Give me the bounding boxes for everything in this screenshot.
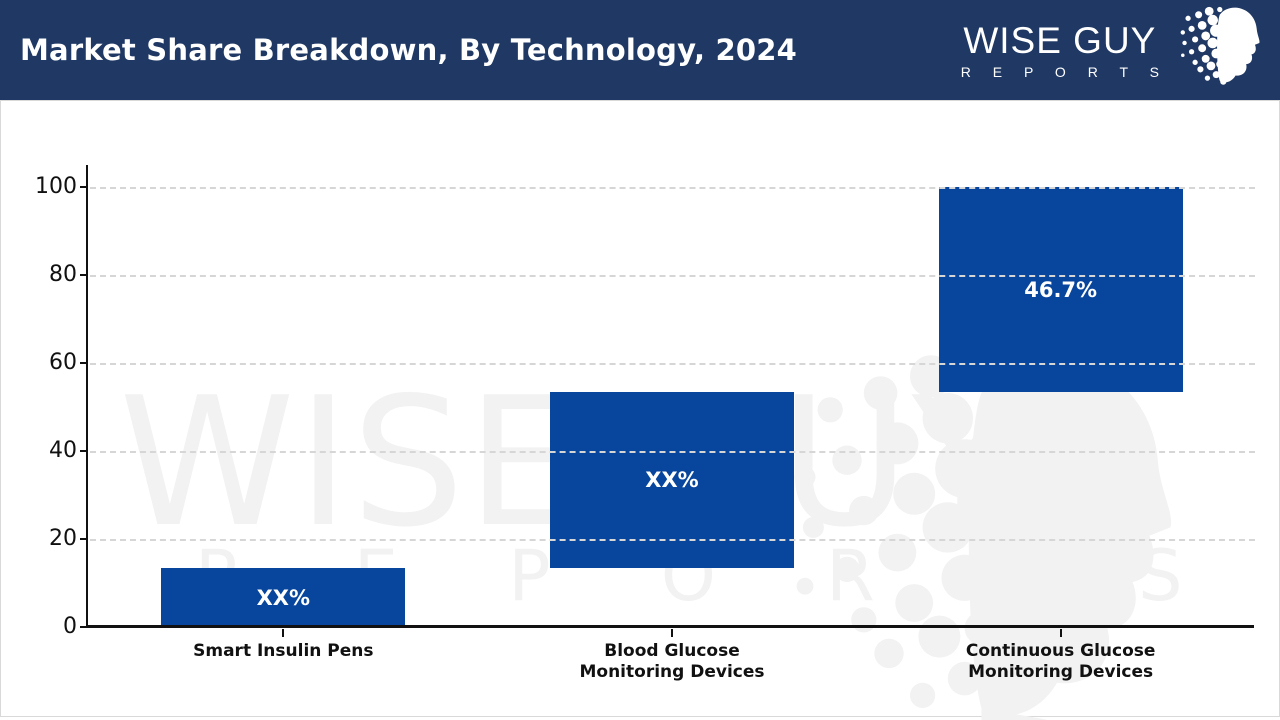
gridline — [90, 539, 1255, 541]
logo-wordmark: WISE GUY — [963, 19, 1157, 61]
category-label-line: Smart Insulin Pens — [193, 641, 374, 661]
x-tick — [671, 629, 673, 637]
category-label-line: Continuous Glucose — [965, 641, 1156, 661]
gridline — [90, 187, 1255, 189]
y-tick — [80, 450, 88, 452]
bar-segment — [161, 568, 406, 627]
category-label: Blood Glucose Monitoring Devices — [512, 641, 832, 683]
wiseguy-logo: WISE GUY R E P O R T S — [952, 6, 1266, 94]
y-tick-label: 0 — [63, 614, 77, 639]
gridline — [90, 363, 1255, 365]
page-title: Market Share Breakdown, By Technology, 2… — [20, 33, 798, 67]
x-tick — [1059, 629, 1062, 637]
category-label-line: Blood Glucose — [604, 641, 740, 661]
y-tick-label: 60 — [49, 350, 77, 375]
y-tick — [80, 538, 88, 540]
wiseguy-face-icon — [1180, 6, 1260, 85]
y-tick-label: 100 — [35, 174, 77, 199]
category-label-line: Monitoring Devices — [579, 662, 765, 682]
gridline — [90, 451, 1255, 453]
watermark-wordmark: WISE GUY — [119, 359, 1023, 566]
bar-value-label: XX% — [256, 585, 311, 610]
wiseguy-logo-text: WISE GUY R E P O R T S — [952, 22, 1168, 79]
y-tick-label: 80 — [49, 262, 77, 287]
category-label: Continuous Glucose Monitoring Devices — [901, 641, 1221, 683]
bar-value-label: 46.7% — [1024, 277, 1098, 302]
y-tick-label: 20 — [49, 526, 77, 551]
bar-value-label: XX% — [645, 468, 699, 493]
header-bar: Market Share Breakdown, By Technology, 2… — [0, 0, 1280, 100]
x-tick — [282, 629, 285, 637]
category-label-line: Monitoring Devices — [968, 662, 1154, 682]
y-tick-label: 40 — [49, 438, 77, 463]
logo-subtitle: R E P O R T S — [960, 63, 1168, 80]
y-axis — [86, 165, 88, 627]
y-tick — [80, 274, 88, 276]
y-tick — [80, 362, 88, 364]
x-axis — [86, 625, 1254, 628]
gridline — [90, 275, 1255, 277]
y-tick — [80, 626, 88, 628]
category-label: Smart Insulin Pens — [123, 641, 443, 662]
y-tick — [80, 186, 88, 188]
